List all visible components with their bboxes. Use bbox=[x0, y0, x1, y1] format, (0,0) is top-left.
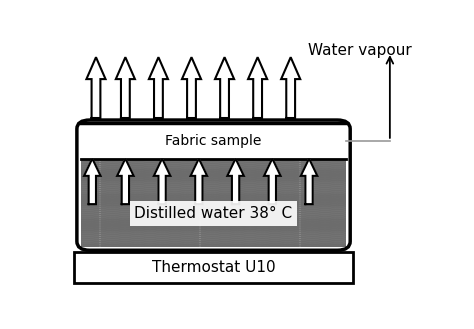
Bar bbox=[82, 159, 346, 247]
Polygon shape bbox=[281, 57, 300, 118]
Polygon shape bbox=[228, 159, 244, 204]
Polygon shape bbox=[301, 159, 317, 204]
Polygon shape bbox=[86, 57, 106, 118]
Polygon shape bbox=[149, 57, 168, 118]
Text: Distilled water 38° C: Distilled water 38° C bbox=[135, 206, 292, 221]
Text: Thermostat U10: Thermostat U10 bbox=[152, 260, 275, 275]
Polygon shape bbox=[154, 159, 170, 204]
Text: Water vapour: Water vapour bbox=[308, 43, 412, 58]
Polygon shape bbox=[117, 159, 134, 204]
Bar bbox=[82, 159, 346, 247]
Polygon shape bbox=[84, 159, 100, 204]
Bar bbox=[74, 252, 353, 283]
Text: Fabric sample: Fabric sample bbox=[165, 134, 262, 148]
Polygon shape bbox=[264, 159, 281, 204]
Polygon shape bbox=[215, 57, 234, 118]
Polygon shape bbox=[116, 57, 135, 118]
Bar bbox=[82, 123, 346, 159]
Polygon shape bbox=[191, 159, 207, 204]
Polygon shape bbox=[248, 57, 267, 118]
Bar bbox=[82, 159, 346, 247]
Polygon shape bbox=[182, 57, 201, 118]
